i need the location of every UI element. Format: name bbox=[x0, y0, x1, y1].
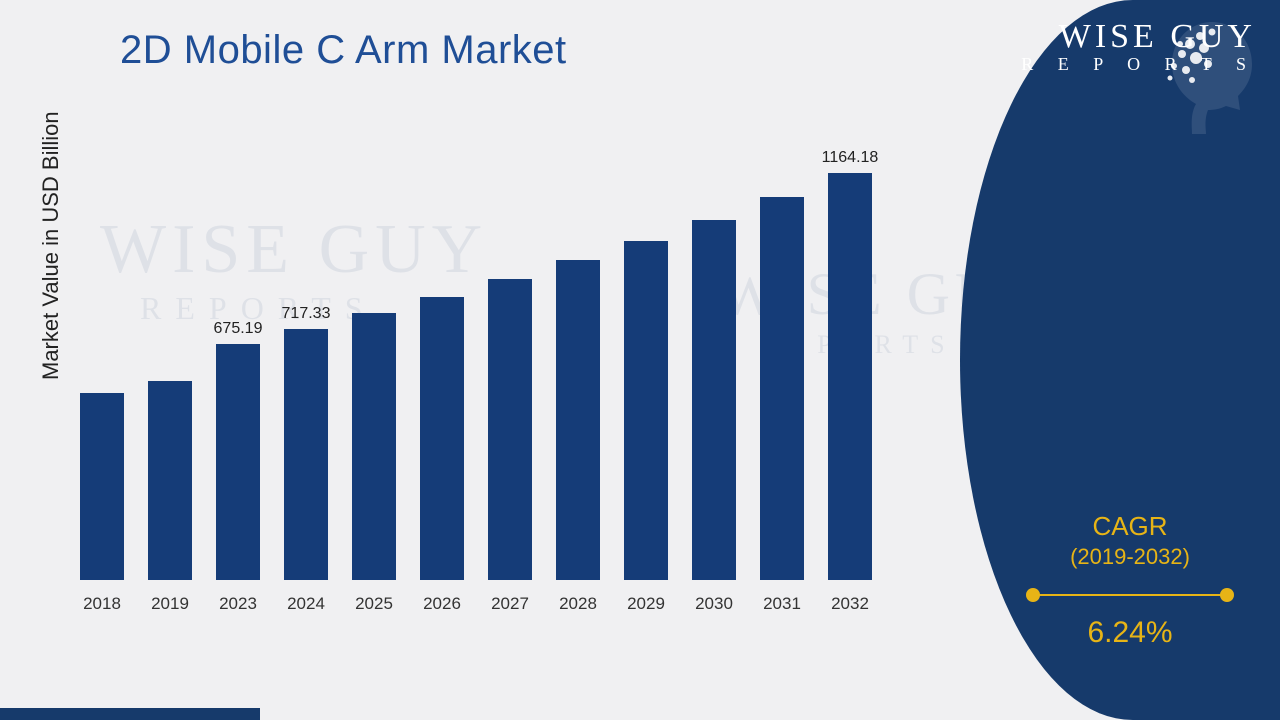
footer-accent-bar bbox=[0, 708, 260, 720]
bar-2028 bbox=[556, 260, 600, 580]
y-axis-label: Market Value in USD Billion bbox=[38, 111, 64, 380]
x-tick-label: 2023 bbox=[208, 594, 268, 614]
bar-2018 bbox=[80, 393, 124, 580]
cagr-divider bbox=[1030, 588, 1230, 602]
x-tick-label: 2024 bbox=[276, 594, 336, 614]
x-tick-label: 2026 bbox=[412, 594, 472, 614]
chart-title: 2D Mobile C Arm Market bbox=[120, 28, 567, 73]
cagr-label: CAGR bbox=[1010, 511, 1250, 542]
bar-2025 bbox=[352, 313, 396, 580]
x-tick-label: 2028 bbox=[548, 594, 608, 614]
brand-logo: WISE GUY R E P O R T S bbox=[1021, 18, 1256, 75]
cagr-divider-dot-left bbox=[1026, 588, 1040, 602]
cagr-years: (2019-2032) bbox=[1010, 544, 1250, 570]
x-tick-label: 2031 bbox=[752, 594, 812, 614]
bar-2032 bbox=[828, 173, 872, 580]
bar-value-label: 717.33 bbox=[266, 305, 346, 323]
cagr-value: 6.24% bbox=[1010, 616, 1250, 650]
cagr-divider-track bbox=[1030, 594, 1230, 596]
x-tick-label: 2018 bbox=[72, 594, 132, 614]
cagr-divider-dot-right bbox=[1220, 588, 1234, 602]
x-tick-label: 2027 bbox=[480, 594, 540, 614]
bar-2031 bbox=[760, 197, 804, 580]
page-root: 2D Mobile C Arm Market WISE GUY REPORTS … bbox=[0, 0, 1280, 720]
x-tick-label: 2025 bbox=[344, 594, 404, 614]
x-axis-labels: 2018201920232024202520262027202820292030… bbox=[80, 590, 900, 620]
bar-2030 bbox=[692, 220, 736, 581]
x-tick-label: 2030 bbox=[684, 594, 744, 614]
cagr-panel: CAGR (2019-2032) 6.24% bbox=[1010, 511, 1250, 650]
bar-chart: 675.19717.331164.18 20182019202320242025… bbox=[80, 160, 900, 620]
bar-2026 bbox=[420, 297, 464, 581]
x-tick-label: 2032 bbox=[820, 594, 880, 614]
logo-line2: R E P O R T S bbox=[1021, 54, 1256, 75]
x-tick-label: 2029 bbox=[616, 594, 676, 614]
bar-2019 bbox=[148, 381, 192, 580]
bar-2027 bbox=[488, 279, 532, 580]
sidebar-panel: WISE GUY R E P O R T S CAGR (2019-2032) … bbox=[960, 0, 1280, 720]
x-tick-label: 2019 bbox=[140, 594, 200, 614]
logo-line1: WISE GUY bbox=[1021, 18, 1256, 56]
plot-area: 675.19717.331164.18 bbox=[80, 160, 900, 580]
bar-2029 bbox=[624, 241, 668, 581]
bar-2024 bbox=[284, 329, 328, 580]
bar-value-label: 1164.18 bbox=[810, 149, 890, 167]
bar-2023 bbox=[216, 344, 260, 580]
